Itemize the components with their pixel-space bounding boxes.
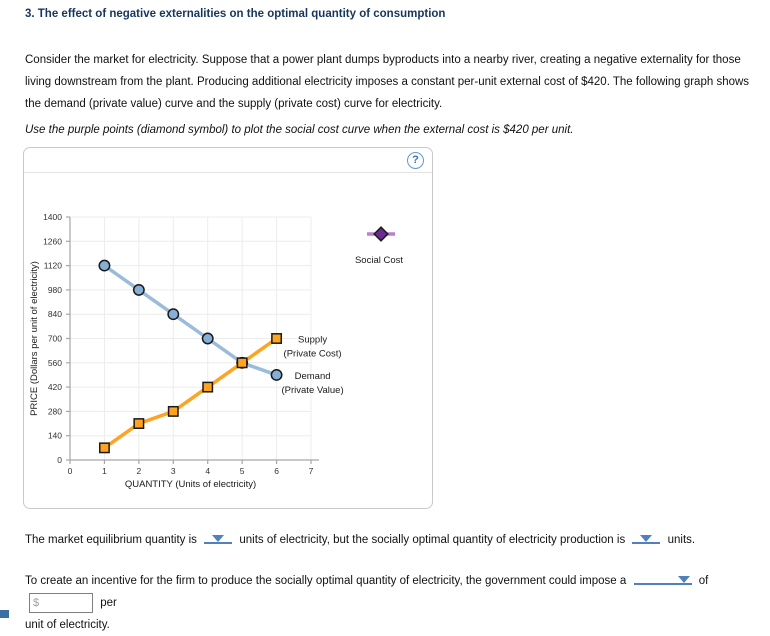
currency-symbol: $ <box>33 596 40 609</box>
supply-private-cost-label: (Private Cost) <box>284 349 342 360</box>
y-tick-label: 0 <box>57 455 62 465</box>
y-tick-label: 560 <box>48 358 62 368</box>
demand-private-value-label: (Private Value) <box>282 385 344 396</box>
demand-private-value-curve: Demand (Private Value) <box>98 259 344 396</box>
x-tick-label: 6 <box>274 466 279 476</box>
x-tick-label: 1 <box>102 466 107 476</box>
x-axis-title: QUANTITY (Units of electricity) <box>125 479 256 490</box>
plot-instruction: Use the purple points (diamond symbol) t… <box>25 124 574 136</box>
x-tick-label: 0 <box>68 466 73 476</box>
supply-private-cost-point <box>98 442 110 454</box>
chevron-down-icon <box>677 576 690 583</box>
supply-private-cost-point <box>236 357 248 369</box>
q1-text-2: units of electricity, but the socially o… <box>239 534 626 546</box>
question-policy: To create an incentive for the firm to p… <box>25 570 755 636</box>
chevron-down-icon <box>212 535 225 542</box>
y-tick-label: 1260 <box>43 236 62 246</box>
supply-private-cost-point <box>167 405 179 417</box>
optimal-quantity-dropdown[interactable] <box>632 529 661 544</box>
policy-type-dropdown[interactable] <box>633 570 692 585</box>
x-tick-label: 7 <box>309 466 314 476</box>
page-title: 3. The effect of negative externalities … <box>25 8 446 20</box>
chevron-down-icon <box>640 535 653 542</box>
supply-private-cost-point <box>271 333 283 344</box>
demand-private-value-point <box>167 308 180 321</box>
x-tick-label: 5 <box>240 466 245 476</box>
y-tick-label: 280 <box>48 406 62 416</box>
supply-private-cost-label: Supply <box>298 335 327 346</box>
question-equilibrium: The market equilibrium quantity is units… <box>25 529 755 551</box>
graph-panel: ? 0 1 2 3 4 5 6 7 0 140 280 420 560 700 840 980 1120 1260… <box>23 147 433 509</box>
social-cost-palette-point[interactable]: Social Cost <box>355 226 403 266</box>
supply-private-cost-point <box>133 418 145 430</box>
y-tick-label: 1120 <box>44 261 63 271</box>
y-tick-label: 140 <box>48 431 62 441</box>
q2-text-4: unit of electricity. <box>25 619 110 631</box>
q1-text-1: The market equilibrium quantity is <box>25 534 197 546</box>
x-tick-label: 3 <box>171 466 176 476</box>
q2-text-2: of <box>698 575 709 587</box>
q2-text-3: per <box>100 597 117 609</box>
social-cost-label: Social Cost <box>355 255 403 266</box>
demand-private-value-label: Demand <box>295 371 331 382</box>
equilibrium-quantity-dropdown[interactable] <box>204 529 233 544</box>
y-axis-title: PRICE (Dollars per unit of electricity) <box>29 261 40 416</box>
demand-private-value-point <box>201 332 214 345</box>
y-tick-label: 840 <box>48 309 62 319</box>
y-tick-label: 420 <box>48 382 62 392</box>
supply-private-cost-curve: Supply (Private Cost) <box>98 333 342 454</box>
demand-private-value-line <box>102 263 279 377</box>
y-tick-label: 700 <box>48 334 62 344</box>
y-tick-label: 1400 <box>43 212 62 222</box>
supply-private-cost-point <box>202 381 214 393</box>
tax-amount-input[interactable]: $ <box>29 592 93 613</box>
social-cost-diamond-icon[interactable] <box>373 226 389 242</box>
x-tick-label: 4 <box>205 466 210 476</box>
q1-text-3: units. <box>667 534 696 546</box>
supply-private-cost-line <box>102 336 279 450</box>
next-section-peek <box>0 610 9 618</box>
chart-axes: 0 1 2 3 4 5 6 7 0 140 280 420 560 700 840 980 1120 1260 14… <box>43 212 319 476</box>
demand-private-value-point <box>132 283 145 296</box>
y-tick-label: 980 <box>48 285 62 295</box>
demand-private-value-point <box>98 259 111 272</box>
help-icon[interactable]: ? <box>407 152 424 169</box>
demand-private-value-point <box>270 369 283 381</box>
graph-panel-header: ? <box>24 148 432 173</box>
externality-chart: 0 1 2 3 4 5 6 7 0 140 280 420 560 700 840 980 1120 1260 14… <box>29 212 403 490</box>
q2-text-1: To create an incentive for the firm to p… <box>25 575 627 587</box>
problem-description: Consider the market for electricity. Sup… <box>25 54 750 110</box>
x-tick-label: 2 <box>136 466 141 476</box>
